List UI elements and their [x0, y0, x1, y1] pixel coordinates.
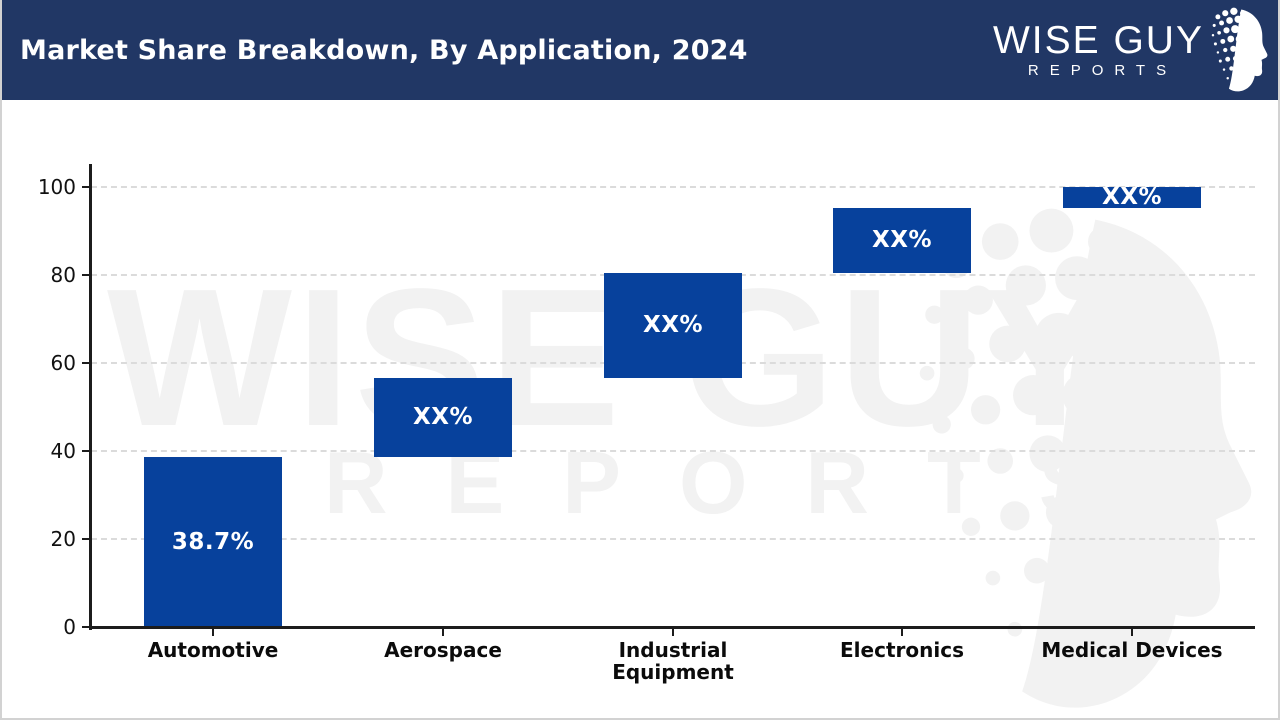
- x-tick-mark: [1131, 629, 1133, 636]
- category-label-medical-devices: Medical Devices: [1041, 638, 1223, 662]
- x-tick-mark: [442, 629, 444, 636]
- logo-text-block: WISE GUY REPORTS: [992, 19, 1204, 80]
- y-tick-label: 20: [50, 527, 76, 551]
- gridline-40: [91, 450, 1255, 452]
- y-tick-mark: [82, 538, 91, 540]
- gridline-100: [91, 186, 1255, 188]
- y-tick-mark: [82, 626, 91, 628]
- y-tick-label: 40: [50, 439, 76, 463]
- bar-value-label: XX%: [871, 227, 932, 254]
- page-title: Market Share Breakdown, By Application, …: [20, 34, 748, 66]
- y-tick-label: 0: [63, 615, 76, 639]
- category-label-automotive: Automotive: [147, 638, 279, 662]
- logo-brand-text: WISE GUY: [992, 19, 1204, 62]
- header-bar: Market Share Breakdown, By Application, …: [2, 0, 1278, 100]
- x-tick-mark: [672, 629, 674, 636]
- bar-value-label: 38.7%: [171, 528, 255, 555]
- bar-medical-devices: XX%: [1063, 184, 1201, 211]
- bar-electronics: XX%: [833, 207, 971, 273]
- wiseguy-logo: WISE GUY REPORTS: [992, 7, 1278, 93]
- category-label-electronics: Electronics: [840, 638, 964, 662]
- bar-value-label: XX%: [642, 312, 703, 339]
- x-axis-line: [89, 626, 1255, 629]
- logo-reports-text: REPORTS: [1027, 62, 1178, 79]
- bar-value-label: XX%: [412, 404, 473, 431]
- y-axis-line: [89, 164, 92, 630]
- x-tick-mark: [212, 629, 214, 636]
- category-label-aerospace: Aerospace: [384, 638, 502, 662]
- dotted-head-icon: [1211, 7, 1268, 92]
- y-tick-label: 60: [50, 351, 76, 375]
- bar-automotive: 38.7%: [144, 456, 282, 627]
- bar-industrial-equipment: XX%: [604, 272, 742, 378]
- y-tick-mark: [82, 362, 91, 364]
- y-tick-label: 80: [50, 263, 76, 287]
- y-tick-label: 100: [37, 175, 76, 199]
- category-label-industrial-equipment: Industrial Equipment: [612, 638, 734, 684]
- y-tick-mark: [82, 450, 91, 452]
- gridline-20: [91, 538, 1255, 540]
- bar-value-label: XX%: [1101, 184, 1162, 211]
- x-tick-mark: [901, 629, 903, 636]
- bar-aerospace: XX%: [374, 377, 512, 457]
- y-tick-mark: [82, 186, 91, 188]
- y-tick-mark: [82, 274, 91, 276]
